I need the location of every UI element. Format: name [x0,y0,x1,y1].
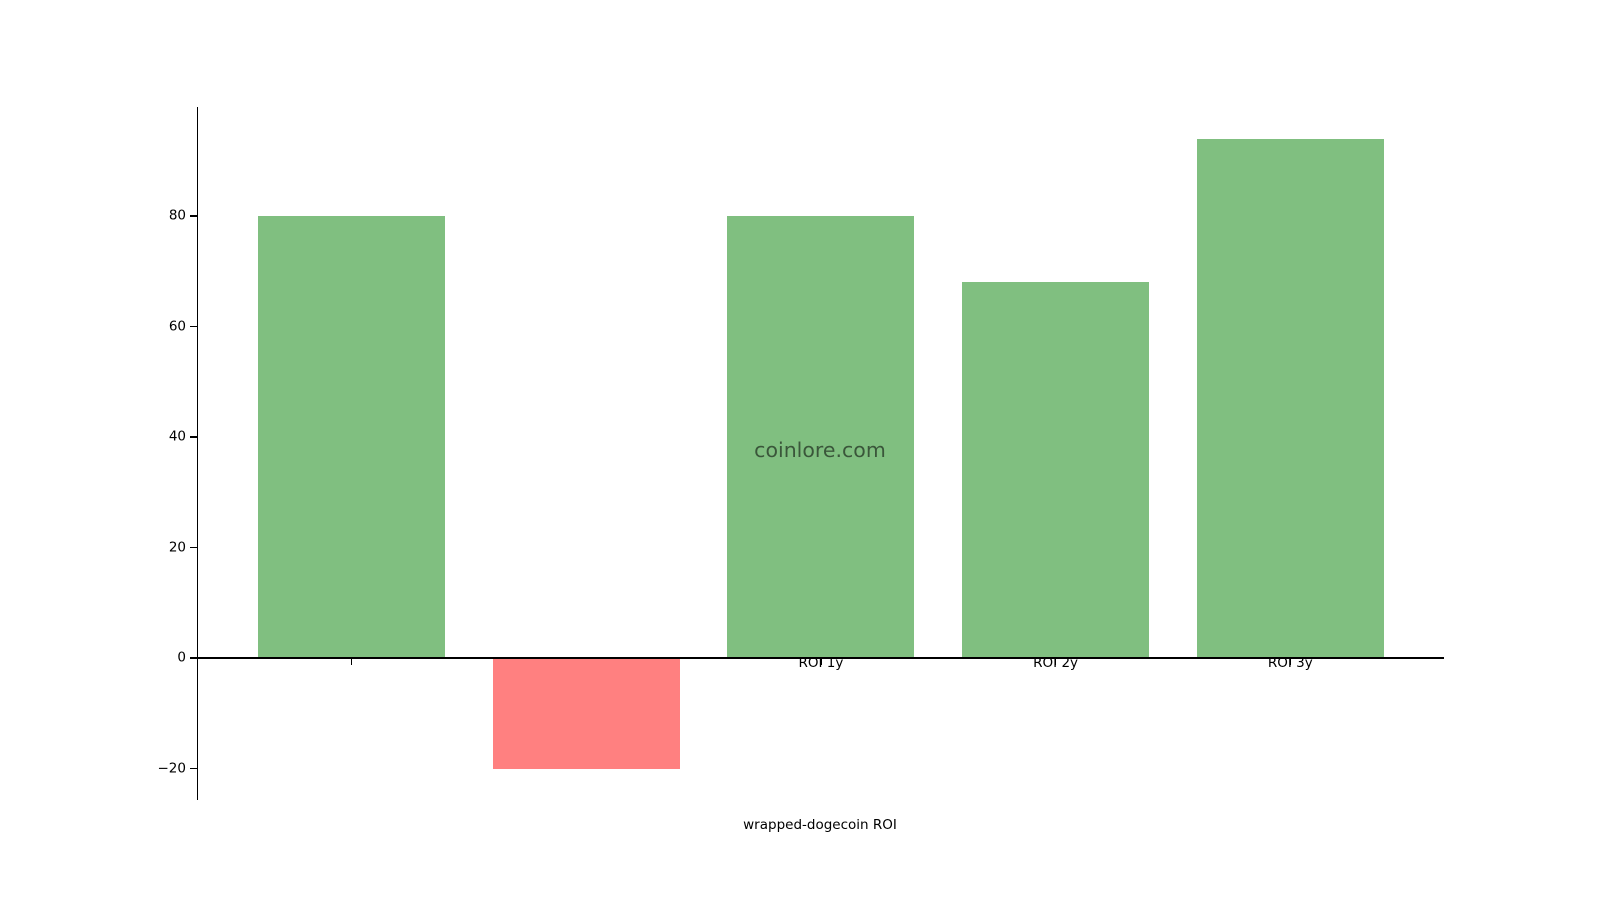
bar-roi-2y [962,282,1150,658]
y-tick-mark [190,436,197,438]
bar-roi-3y [1196,138,1384,658]
y-tick-label: 20 [168,539,186,556]
bar-unlabeled-2 [492,658,680,769]
watermark-text: coinlore.com [754,438,886,462]
y-tick-label: 60 [168,318,186,335]
y-tick-mark [190,546,197,549]
y-axis-line [196,107,198,800]
x-tick-mark [1054,658,1057,665]
y-tick-label: 40 [168,428,186,445]
bar-roi-1y [727,216,915,658]
x-tick-label: ROI 2y [1033,655,1079,671]
y-tick-mark [190,215,197,217]
y-tick-mark [190,325,197,328]
y-tick-label: −20 [157,760,187,777]
x-axis-zero-line [197,657,1444,659]
x-tick-label: ROI 3y [1267,655,1313,671]
y-tick-label: 80 [168,207,186,224]
bar-unlabeled-1 [258,216,445,658]
y-tick-mark [190,767,197,770]
y-tick-mark [190,657,197,659]
y-tick-label: 0 [177,649,186,666]
x-tick-mark [1289,658,1292,665]
x-tick-label: ROI 1y [798,655,844,671]
chart-title: wrapped-dogecoin ROI [743,817,897,833]
x-tick-mark [350,658,353,665]
x-tick-mark [820,658,822,665]
